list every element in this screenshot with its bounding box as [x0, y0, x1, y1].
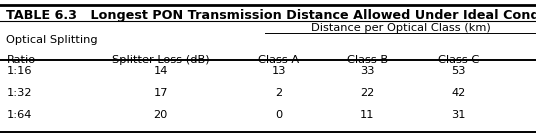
Text: 1:64: 1:64 [6, 110, 32, 120]
Text: Class B: Class B [347, 55, 388, 65]
Text: 42: 42 [451, 88, 465, 98]
Text: TABLE 6.3   Longest PON Transmission Distance Allowed Under Ideal Conditions: TABLE 6.3 Longest PON Transmission Dista… [6, 9, 536, 22]
Text: Optical Splitting: Optical Splitting [6, 35, 98, 45]
Text: Splitter Loss (dB): Splitter Loss (dB) [112, 55, 210, 65]
Text: 33: 33 [360, 66, 375, 76]
Text: 0: 0 [275, 110, 282, 120]
Text: 22: 22 [360, 88, 374, 98]
Text: Class A: Class A [258, 55, 299, 65]
Text: 1:16: 1:16 [6, 66, 32, 76]
Text: 31: 31 [451, 110, 466, 120]
Text: 53: 53 [451, 66, 466, 76]
Text: 14: 14 [154, 66, 168, 76]
Text: 13: 13 [271, 66, 286, 76]
Text: 20: 20 [154, 110, 168, 120]
Text: 11: 11 [360, 110, 375, 120]
Text: 2: 2 [275, 88, 282, 98]
Text: 17: 17 [153, 88, 168, 98]
Text: 1:32: 1:32 [6, 88, 32, 98]
Text: Class C: Class C [438, 55, 479, 65]
Text: Ratio: Ratio [6, 55, 36, 65]
Text: Distance per Optical Class (km): Distance per Optical Class (km) [311, 23, 490, 33]
